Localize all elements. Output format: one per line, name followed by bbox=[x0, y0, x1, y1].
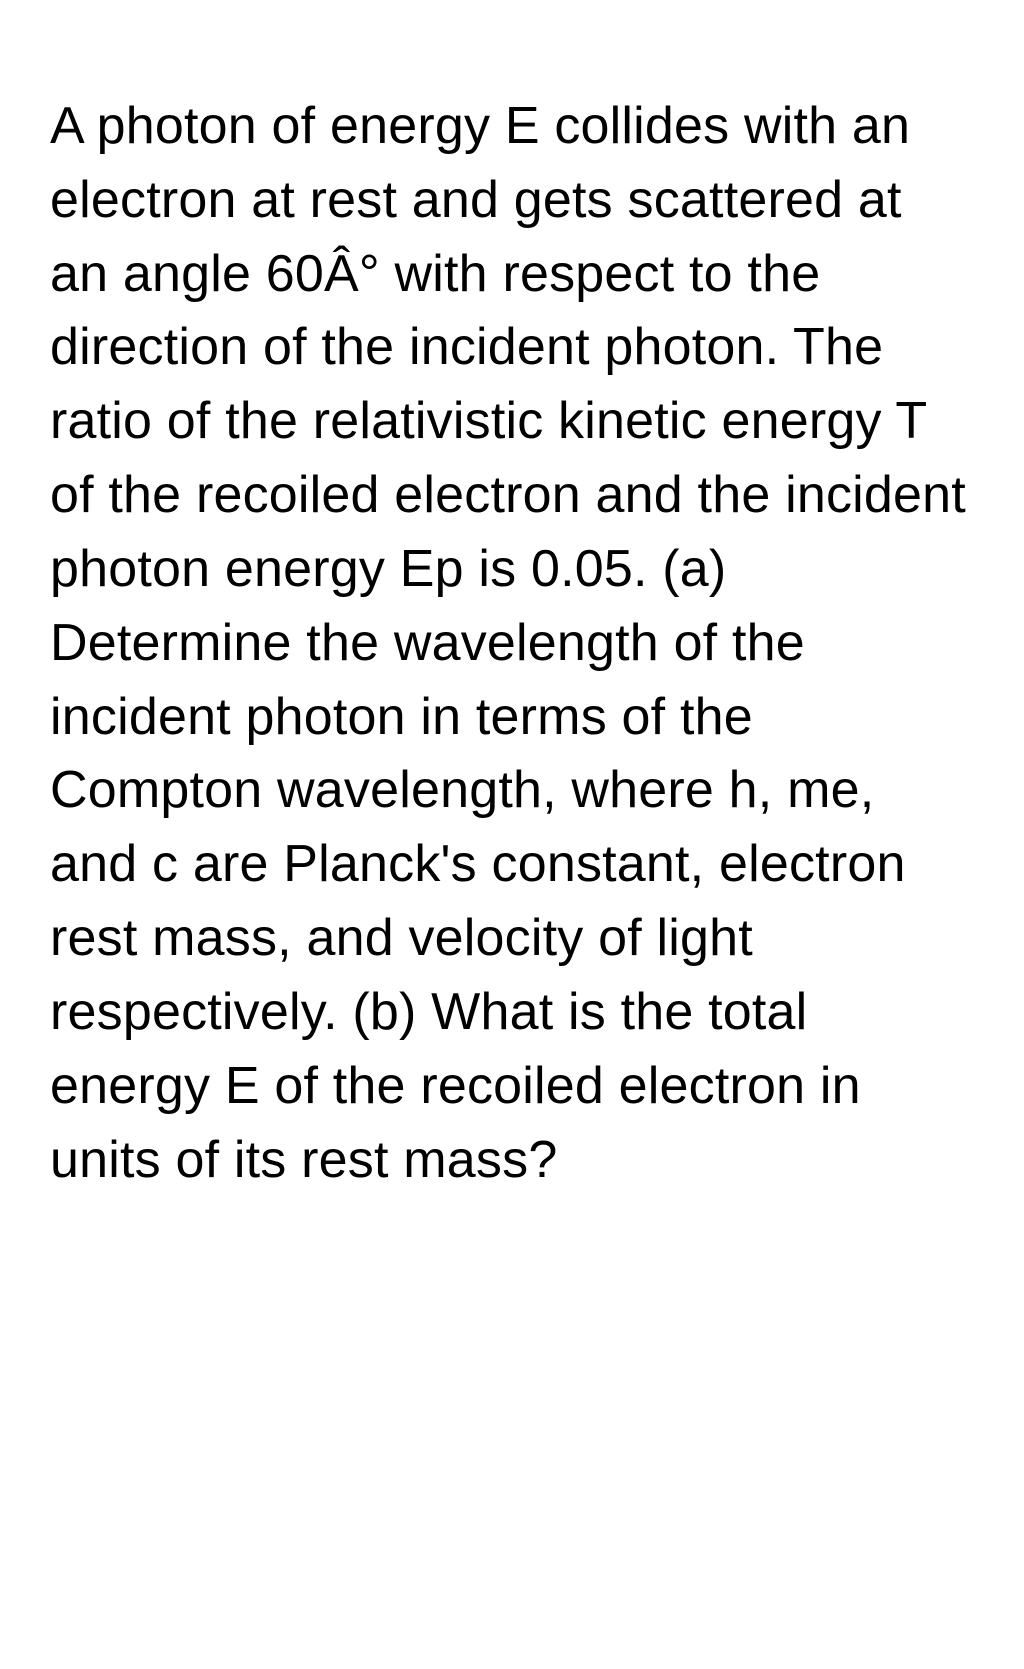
physics-problem-text: A photon of energy E collides with an el… bbox=[50, 90, 974, 1197]
